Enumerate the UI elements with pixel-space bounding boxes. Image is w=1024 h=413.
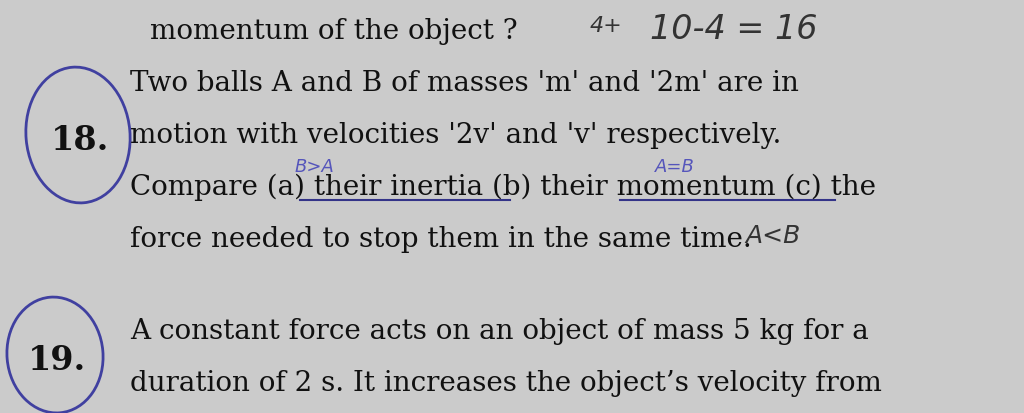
Text: A=B: A=B (655, 158, 695, 176)
Text: Compare (a) their inertia (b) their momentum (c) the: Compare (a) their inertia (b) their mome… (130, 174, 876, 202)
Text: 10-4 = 16: 10-4 = 16 (650, 13, 817, 46)
Text: 19.: 19. (28, 344, 86, 377)
Text: momentum of the object ?: momentum of the object ? (150, 18, 517, 45)
Text: 18.: 18. (51, 123, 110, 157)
Text: B>A: B>A (295, 158, 335, 176)
Text: 4+: 4+ (590, 16, 623, 36)
Text: A constant force acts on an object of mass 5 kg for a: A constant force acts on an object of ma… (130, 318, 868, 345)
Text: force needed to stop them in the same time.: force needed to stop them in the same ti… (130, 226, 752, 253)
Text: A<B: A<B (745, 224, 800, 248)
Text: motion with velocities '2v' and 'v' respectively.: motion with velocities '2v' and 'v' resp… (130, 122, 781, 149)
Text: Two balls A and B of masses 'm' and '2m' are in: Two balls A and B of masses 'm' and '2m'… (130, 70, 799, 97)
Text: duration of 2 s. It increases the object’s velocity from: duration of 2 s. It increases the object… (130, 370, 882, 397)
